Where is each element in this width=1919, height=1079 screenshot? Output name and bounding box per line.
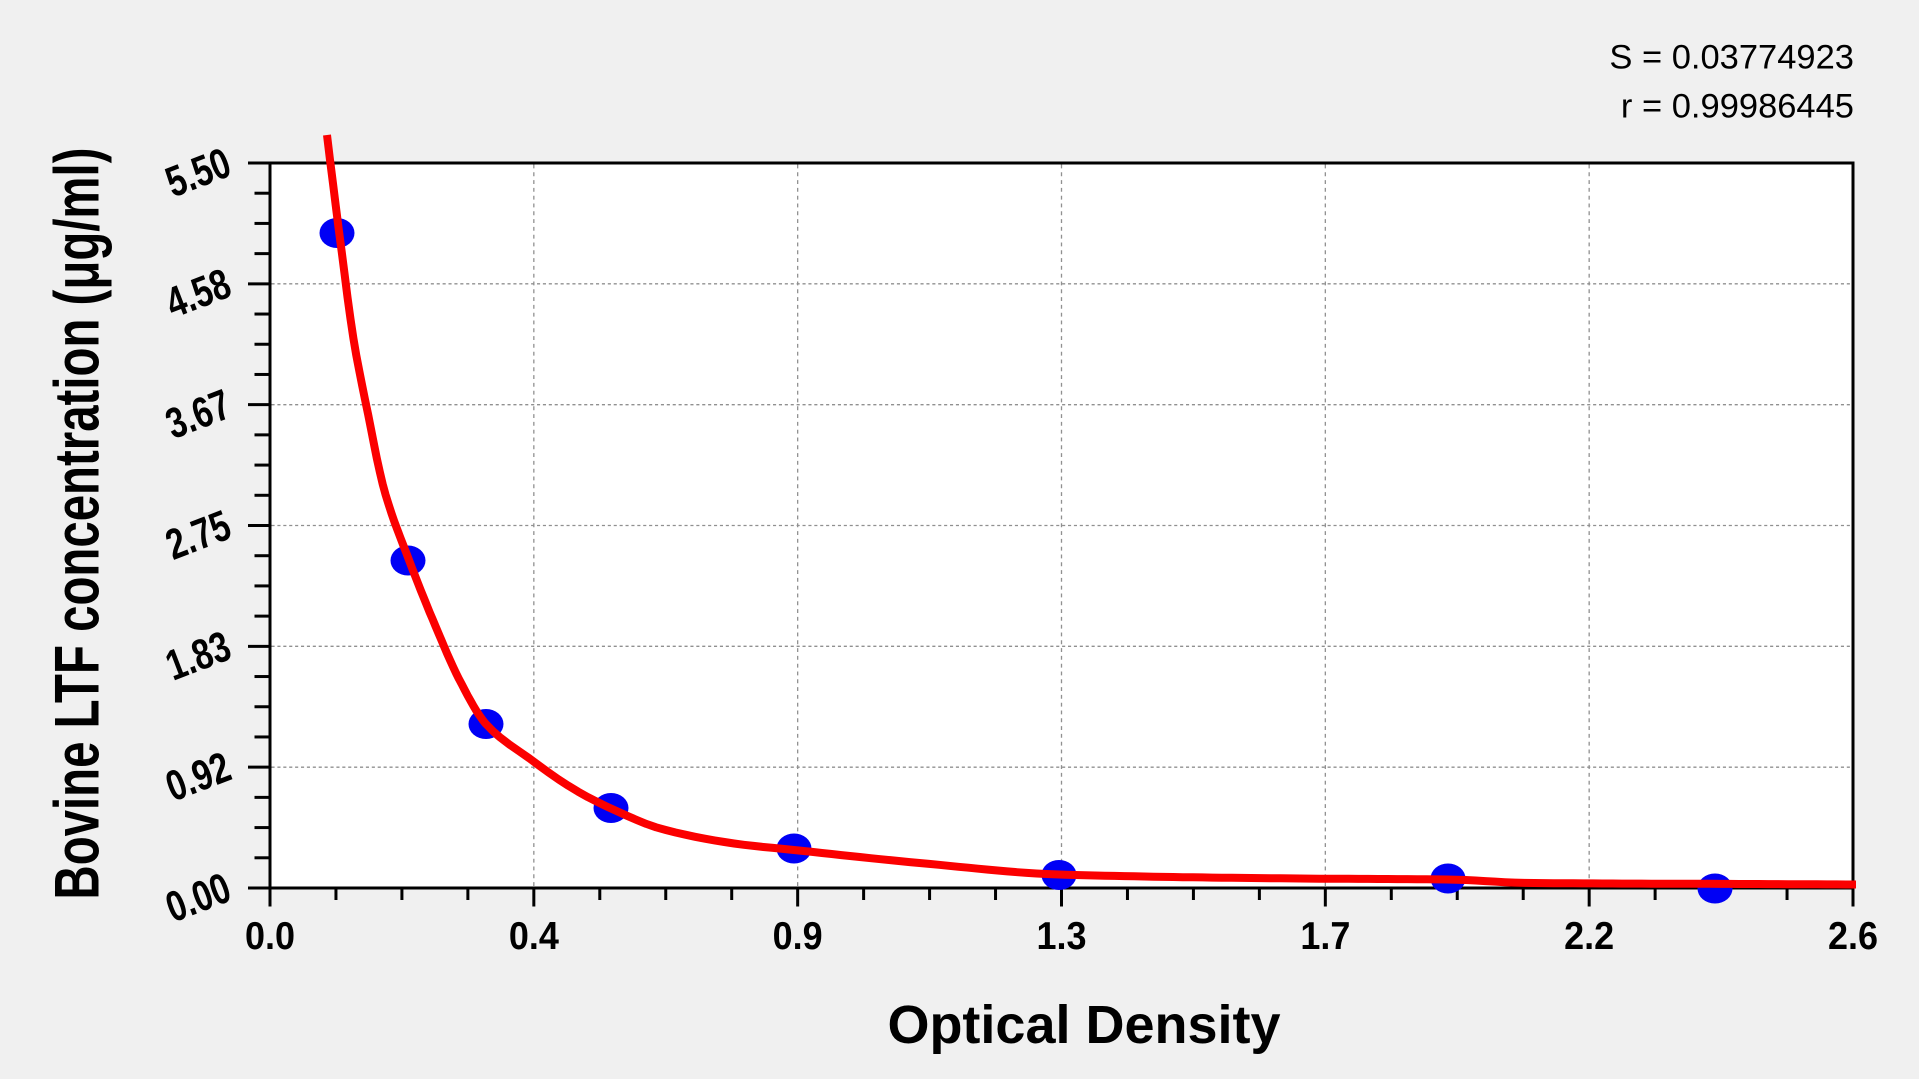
- svg-text:1.3: 1.3: [1037, 915, 1087, 958]
- svg-text:Bovine LTF concentration (μg/m: Bovine LTF concentration (μg/ml): [43, 148, 113, 900]
- svg-text:2.2: 2.2: [1564, 915, 1614, 958]
- svg-text:1.7: 1.7: [1300, 915, 1350, 958]
- svg-text:0.4: 0.4: [509, 915, 559, 958]
- svg-text:0.0: 0.0: [245, 915, 295, 958]
- svg-text:r = 0.99986445: r = 0.99986445: [1621, 88, 1854, 126]
- svg-text:S = 0.03774923: S = 0.03774923: [1609, 39, 1854, 77]
- svg-text:Optical Density: Optical Density: [887, 995, 1280, 1055]
- svg-text:0.9: 0.9: [773, 915, 823, 958]
- svg-text:2.6: 2.6: [1828, 915, 1878, 958]
